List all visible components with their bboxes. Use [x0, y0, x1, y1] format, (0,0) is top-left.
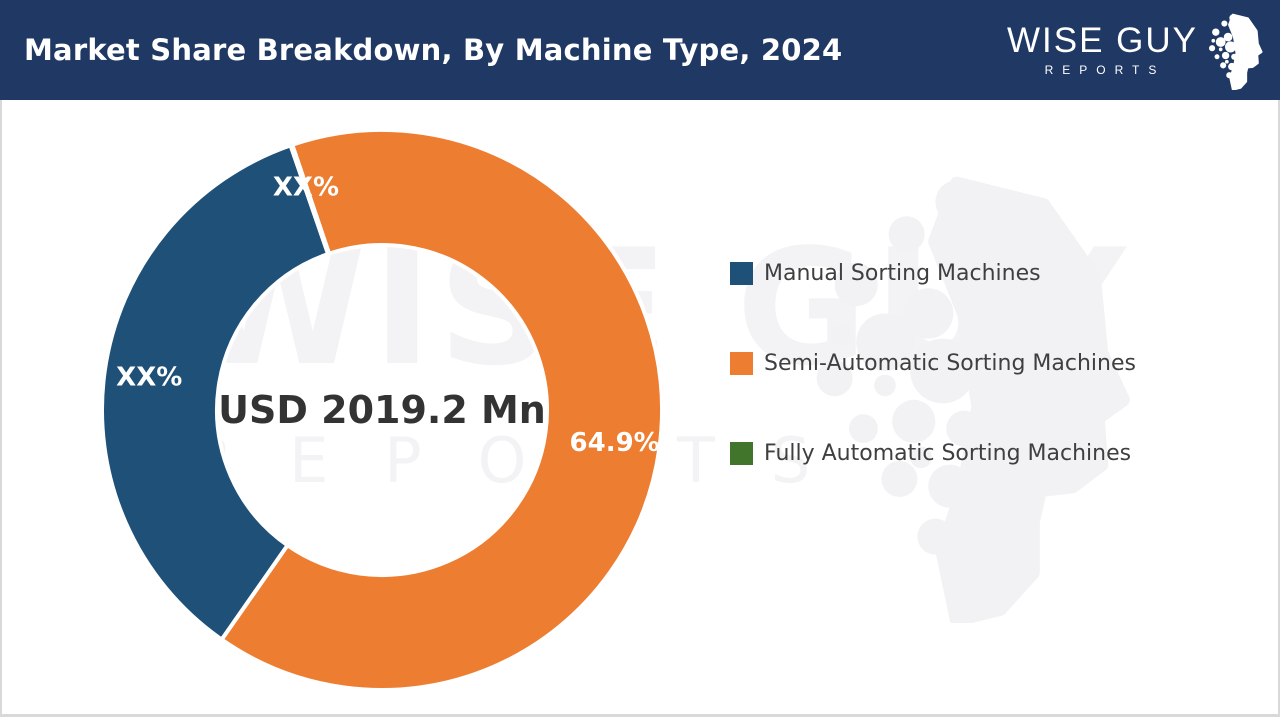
slice-label-fully-automatic-sorting-machines: XX%: [273, 173, 339, 203]
logo-head-icon: [1209, 13, 1263, 90]
legend-item-semi-automatic-sorting-machines: Semi-Automatic Sorting Machines: [730, 351, 1136, 376]
watermark-subtitle: REPORTS: [190, 424, 867, 497]
legend-label: Manual Sorting Machines: [764, 261, 1041, 286]
donut-slice-manual-sorting-machines: [100, 142, 331, 643]
legend-item-fully-automatic-sorting-machines: Fully Automatic Sorting Machines: [730, 441, 1136, 466]
logo: WISE GUY REPORTS: [1007, 10, 1264, 90]
legend-swatch-icon: [730, 352, 753, 375]
donut-chart: 64.9% XX% XX% USD 2019.2 Mn: [100, 128, 664, 692]
legend-swatch-icon: [730, 442, 753, 465]
legend-swatch-icon: [730, 262, 753, 285]
slice-label-manual-sorting-machines: XX%: [116, 363, 182, 393]
donut-slice-labels: 64.9% XX% XX%: [116, 173, 660, 459]
logo-text: WISE GUY REPORTS: [1007, 23, 1198, 77]
watermark-head-icon: [816, 176, 1130, 623]
legend-item-manual-sorting-machines: Manual Sorting Machines: [730, 261, 1136, 286]
page-title: Market Share Breakdown, By Machine Type,…: [24, 33, 843, 67]
logo-wordmark: WISE GUY: [1006, 21, 1198, 60]
center-value: USD 2019.2 Mn: [218, 388, 546, 432]
header: Market Share Breakdown, By Machine Type,…: [0, 0, 1280, 100]
donut-slice-semi-automatic-sorting-machines: [218, 128, 664, 692]
slice-label-semi-automatic-sorting-machines: 64.9%: [570, 428, 660, 458]
donut-slices: [100, 128, 664, 692]
chart-area: WISE GUY REPORTS 64.9% XX% XX% USD 2019.2 …: [0, 100, 1280, 717]
legend-label: Semi-Automatic Sorting Machines: [764, 351, 1136, 376]
donut-slice-fully-automatic-sorting-machines: [288, 142, 332, 257]
logo-subtitle: REPORTS: [1044, 63, 1166, 77]
legend: Manual Sorting Machines Semi-Automatic So…: [730, 261, 1136, 532]
legend-label: Fully Automatic Sorting Machines: [764, 441, 1132, 466]
